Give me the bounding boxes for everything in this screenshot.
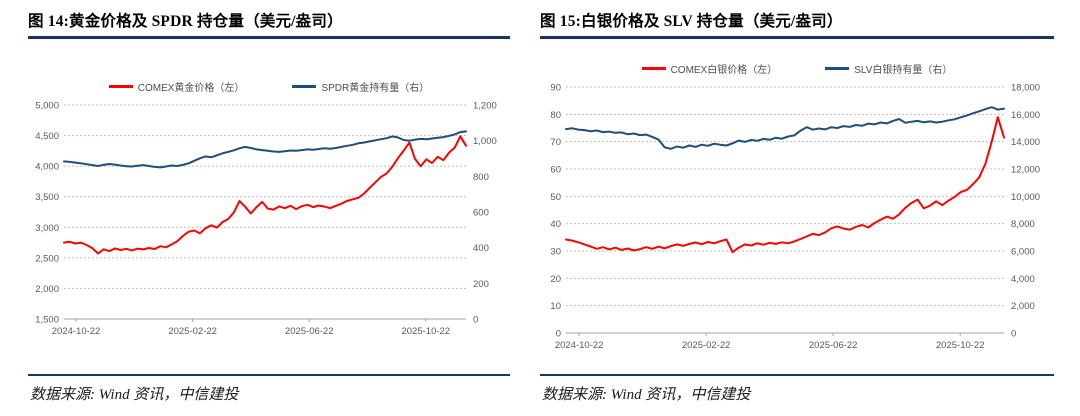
- left-axis-tick-label: 90: [550, 82, 561, 93]
- right-axis-tick-label: 800: [473, 171, 489, 182]
- right-axis-tick-label: 16,000: [1011, 109, 1040, 120]
- legend-swatch-slv-silver-holdings: [825, 67, 850, 70]
- x-axis-tick-label: 2024-10-22: [555, 340, 604, 351]
- left-axis-tick-label: 60: [550, 164, 561, 175]
- left-axis-tick-label: 0: [556, 328, 561, 339]
- right-axis-tick-label: 2,000: [1011, 301, 1035, 312]
- silver-chart-legend: COMEX白银价格（左） SLV白银持有量（右）: [540, 61, 1054, 77]
- right-axis-tick-label: 400: [473, 243, 489, 254]
- right-axis-tick-label: 4,000: [1011, 273, 1035, 284]
- legend-label: COMEX黄金价格（左）: [137, 83, 245, 94]
- right-axis-tick-label: 8,000: [1011, 219, 1035, 230]
- source-note-silver: 数据来源: Wind 资讯，中信建投: [542, 387, 751, 403]
- legend-item-spdr-gold-holdings: SPDR黄金持有量（右）: [292, 79, 429, 94]
- x-axis-tick-label: 2025-06-22: [809, 340, 858, 351]
- footer-rule: [540, 374, 1054, 376]
- footer-rule: [28, 374, 510, 376]
- legend-label: COMEX白银价格（左）: [670, 65, 778, 76]
- left-axis-tick-label: 2,500: [35, 253, 59, 264]
- left-axis-tick-label: 1,500: [35, 314, 59, 325]
- right-axis-tick-label: 6,000: [1011, 246, 1035, 257]
- right-axis-tick-label: 12,000: [1011, 164, 1040, 175]
- gold-chart-plot: 1,500 2,000 2,500 3,000 3,500 4,000 4,500 5,000…: [35, 100, 497, 337]
- x-axis-tick-label: 2025-02-22: [682, 340, 731, 351]
- gold-chart: COMEX黄金价格（左） SPDR黄金持有量（右） 1,500 2,000 2,500…: [28, 79, 510, 347]
- silver-chart-plot: 0 10 20 30 40 50 60 70 80 90 0 2,000 4,000 6,000 8,000…: [550, 82, 1040, 351]
- left-axis-tick-label: 4,000: [35, 161, 59, 172]
- silver-chart: COMEX白银价格（左） SLV白银持有量（右） 0 10 20 30 40 50 60 70 8…: [540, 61, 1054, 369]
- right-axis-tick-label: 0: [473, 314, 478, 325]
- right-axis-tick-label: 10,000: [1011, 191, 1040, 202]
- right-axis-tick-label: 600: [473, 207, 489, 218]
- x-axis-tick-label: 2024-10-22: [52, 326, 101, 337]
- right-axis-tick-label: 200: [473, 278, 489, 289]
- x-axis-tick-label: 2025-02-22: [168, 326, 217, 337]
- figure-panel-silver: 图 15:白银价格及 SLV 持仓量（美元/盎司） COMEX白银价格（左） SL…: [540, 10, 1054, 410]
- gold-chart-legend: COMEX黄金价格（左） SPDR黄金持有量（右）: [28, 79, 510, 95]
- left-axis-tick-label: 2,000: [35, 283, 59, 294]
- left-axis-tick-label: 20: [550, 273, 561, 284]
- figure-panel-gold: 图 14:黄金价格及 SPDR 持仓量（美元/盎司） COMEX黄金价格（左） S…: [28, 10, 510, 410]
- legend-label: SLV白银持有量（右）: [854, 65, 953, 76]
- x-axis-tick-label: 2025-06-22: [285, 326, 334, 337]
- left-axis-tick-label: 4,500: [35, 131, 59, 142]
- left-axis-tick-label: 10: [550, 301, 561, 312]
- x-axis-tick-label: 2025-10-22: [401, 326, 450, 337]
- x-axis-tick-label: 2025-10-22: [936, 340, 985, 351]
- title-rule: [540, 36, 1054, 39]
- left-axis-tick-label: 30: [550, 246, 561, 257]
- left-axis-tick-label: 50: [550, 191, 561, 202]
- left-axis-tick-label: 3,500: [35, 192, 59, 203]
- right-axis-tick-label: 1,200: [473, 100, 497, 111]
- left-axis-tick-label: 3,000: [35, 222, 59, 233]
- slv-silver-holdings-line: [565, 105, 1005, 150]
- spdr-gold-holdings-line: [63, 129, 467, 168]
- figure-title-silver: 图 15:白银价格及 SLV 持仓量（美元/盎司）: [540, 13, 843, 30]
- legend-label: SPDR黄金持有量（右）: [321, 83, 430, 94]
- legend-swatch-comex-silver-price: [641, 67, 666, 70]
- left-axis-tick-label: 80: [550, 109, 561, 120]
- left-axis-tick-label: 5,000: [35, 100, 59, 111]
- left-axis-tick-label: 70: [550, 137, 561, 148]
- right-axis-tick-label: 0: [1011, 328, 1016, 339]
- comex-silver-price-line: [565, 115, 1005, 253]
- legend-item-slv-silver-holdings: SLV白银持有量（右）: [825, 61, 952, 76]
- legend-swatch-comex-gold-price: [108, 85, 133, 88]
- comex-gold-price-line: [63, 134, 467, 254]
- right-axis-tick-label: 1,000: [473, 136, 497, 147]
- right-axis-tick-label: 14,000: [1011, 137, 1040, 148]
- legend-item-comex-gold-price: COMEX黄金价格（左）: [108, 79, 245, 94]
- title-rule: [28, 36, 510, 39]
- legend-swatch-spdr-gold-holdings: [292, 85, 317, 88]
- right-axis-tick-label: 18,000: [1011, 82, 1040, 93]
- source-note-gold: 数据来源: Wind 资讯，中信建投: [30, 387, 239, 403]
- figure-title-gold: 图 14:黄金价格及 SPDR 持仓量（美元/盎司）: [28, 13, 343, 30]
- legend-item-comex-silver-price: COMEX白银价格（左）: [641, 61, 778, 76]
- left-axis-tick-label: 40: [550, 219, 561, 230]
